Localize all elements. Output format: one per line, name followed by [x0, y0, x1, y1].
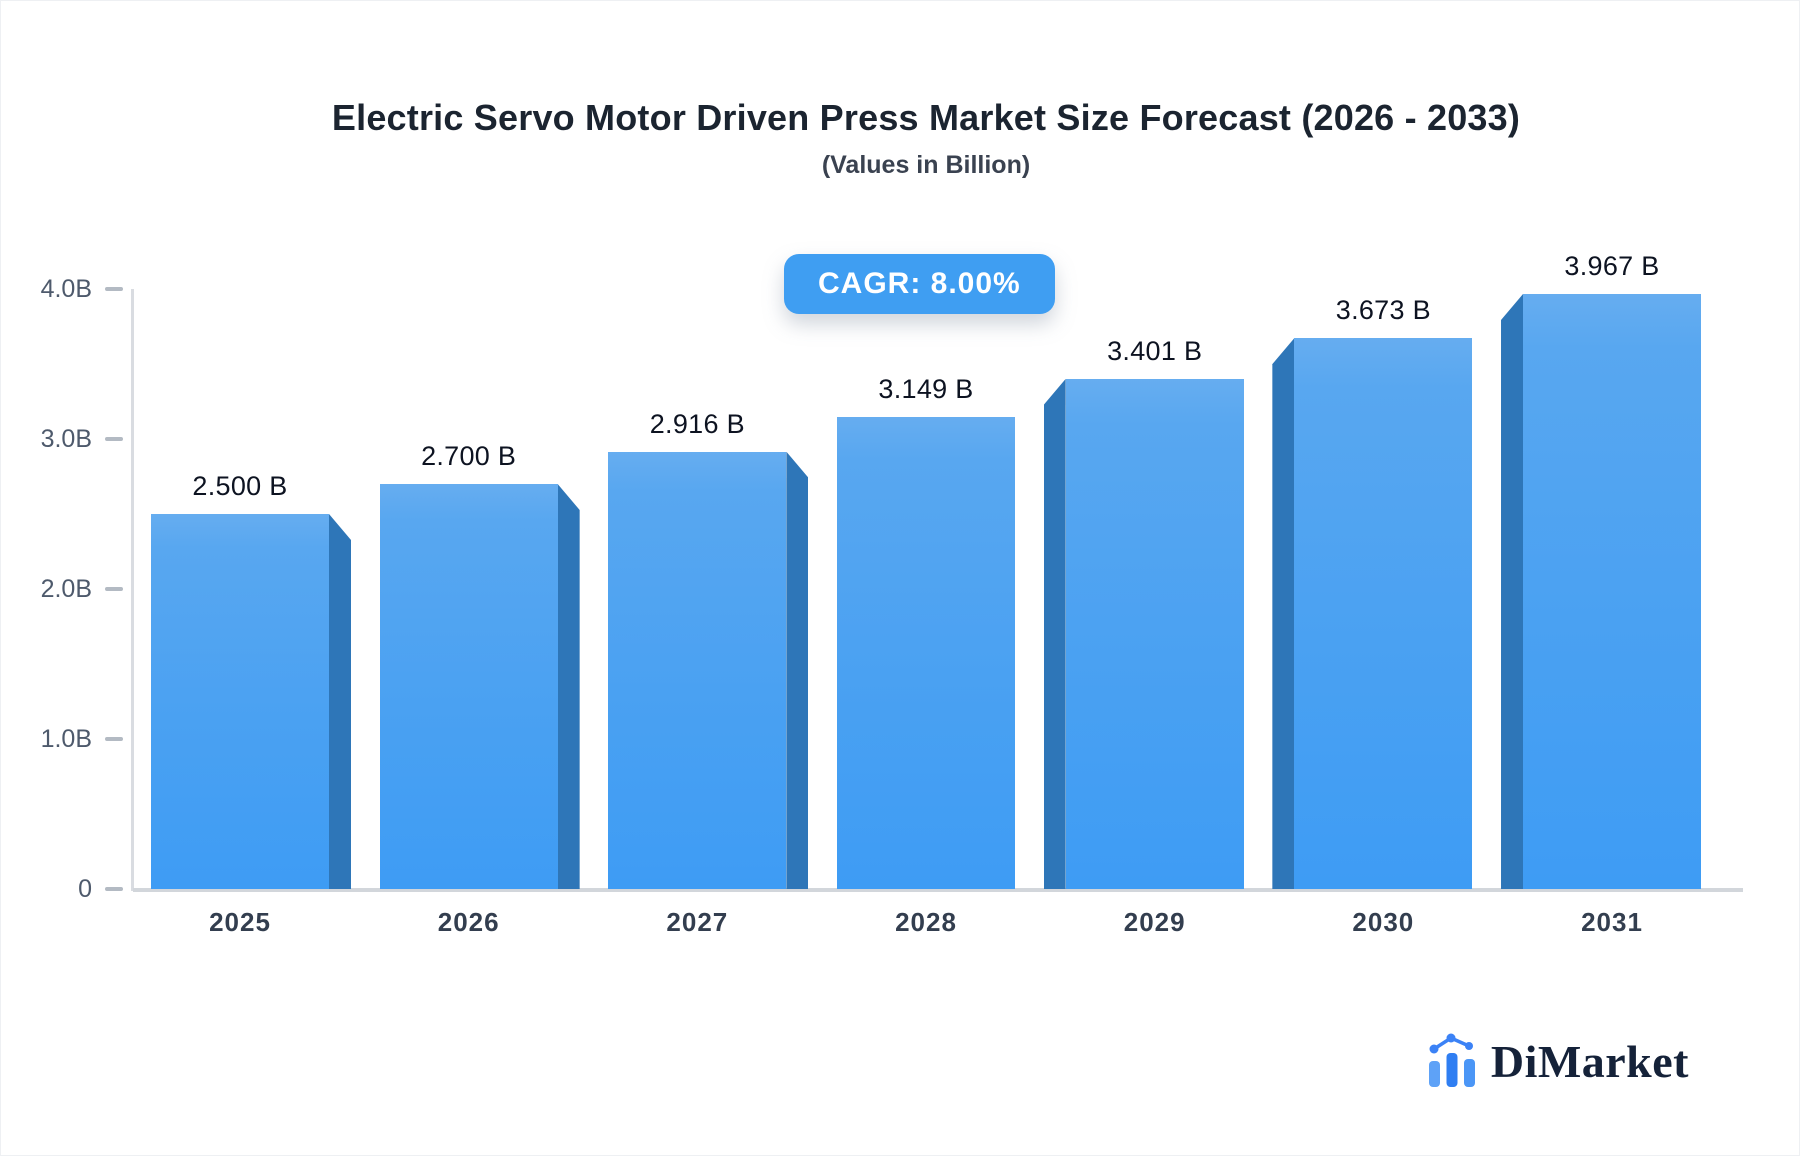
bar-face	[379, 484, 558, 889]
bar-side	[1043, 378, 1066, 889]
y-tick-label: 4.0B	[40, 274, 92, 303]
y-tick: 3.0B	[41, 424, 123, 454]
brand-logo: DiMarket	[1425, 1029, 1689, 1094]
bar-2028	[837, 416, 1015, 889]
bar-value-label: 3.673 B	[1335, 295, 1431, 326]
bar-face	[151, 514, 329, 889]
bar-2029	[1043, 378, 1244, 889]
bar-side	[1501, 293, 1524, 889]
bar-chart-icon	[1425, 1029, 1479, 1094]
x-axis-label: 2030	[1352, 907, 1415, 937]
y-tick-label: 3.0B	[40, 424, 92, 453]
bar-side	[557, 484, 580, 889]
y-tick-mark	[105, 587, 123, 591]
bar-value-label: 3.149 B	[878, 373, 974, 404]
y-tick: 0	[78, 874, 123, 904]
x-axis-labels: 2025 2026 2027 2028 2029 2030 2031	[1, 907, 1799, 947]
cagr-label: CAGR: 8.00%	[818, 267, 1021, 300]
bar-face	[608, 451, 787, 889]
brand-name: DiMarket	[1490, 1036, 1689, 1087]
x-axis-label: 2027	[666, 907, 729, 937]
bar-value-label: 3.401 B	[1107, 335, 1203, 366]
y-tick-mark	[105, 737, 123, 741]
bar-2025	[151, 514, 351, 889]
bar-2031	[1501, 293, 1702, 889]
y-tick-label: 1.0B	[40, 724, 92, 753]
bar-face	[837, 416, 1015, 889]
y-tick: 1.0B	[41, 724, 123, 754]
y-tick: 4.0B	[41, 274, 123, 304]
bar-side	[1272, 338, 1295, 889]
x-axis-label: 2025	[209, 907, 271, 937]
y-tick-mark	[105, 887, 123, 891]
bar-side	[786, 451, 809, 889]
x-axis-line	[133, 888, 1743, 892]
bar-face	[1523, 293, 1702, 889]
bar-value-label: 2.700 B	[421, 441, 517, 471]
y-tick-mark	[105, 287, 123, 291]
x-axis-label: 2026	[437, 907, 500, 937]
cagr-badge: CAGR: 8.00%	[784, 254, 1055, 314]
x-axis-label: 2029	[1123, 907, 1186, 937]
bar-face	[1065, 378, 1244, 889]
plot-area: 2.500 B 2.700 B 2.916 B 3.149 B 3.401 B 3.673…	[131, 251, 1743, 892]
y-tick-label: 2.0B	[40, 574, 92, 603]
bar-side	[329, 514, 351, 889]
y-tick-label: 0	[78, 874, 92, 903]
bar-2027	[608, 451, 809, 889]
y-axis: 0 1.0B 2.0B 3.0B 4.0B	[1, 275, 123, 903]
chart-subtitle: (Values in Billion)	[821, 151, 1031, 179]
bar-value-label: 2.916 B	[649, 408, 745, 439]
bar-2026	[379, 484, 580, 889]
bar-2030	[1272, 338, 1473, 889]
bar-face	[1294, 338, 1473, 889]
y-tick: 2.0B	[41, 574, 123, 604]
y-tick-mark	[105, 437, 123, 441]
chart-title: Electric Servo Motor Driven Press Market…	[331, 97, 1521, 138]
y-axis-line	[131, 289, 134, 891]
bar-value-label: 2.500 B	[192, 471, 288, 501]
x-axis-label: 2031	[1581, 907, 1643, 937]
bar-value-label: 3.967 B	[1564, 250, 1660, 281]
x-axis-label: 2028	[895, 907, 957, 937]
